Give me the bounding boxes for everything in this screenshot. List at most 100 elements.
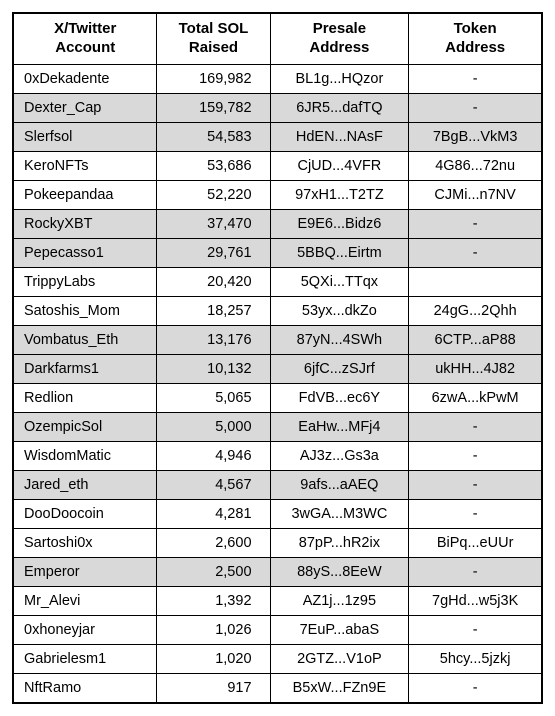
cell-token: 6CTP...aP88 <box>409 325 542 354</box>
cell-token: - <box>409 470 542 499</box>
table-row: Pepecasso129,7615BBQ...Eirtm- <box>13 238 542 267</box>
cell-account: Satoshis_Mom <box>13 296 157 325</box>
table-row: NftRamo917B5xW...FZn9E- <box>13 673 542 703</box>
cell-token: - <box>409 412 542 441</box>
cell-account: Darkfarms1 <box>13 354 157 383</box>
cell-sol: 917 <box>157 673 270 703</box>
cell-sol: 2,500 <box>157 557 270 586</box>
cell-presale: 9afs...aAEQ <box>270 470 409 499</box>
cell-sol: 5,000 <box>157 412 270 441</box>
cell-presale: 87yN...4SWh <box>270 325 409 354</box>
cell-presale: E9E6...Bidz6 <box>270 209 409 238</box>
cell-token: - <box>409 615 542 644</box>
table-row: Vombatus_Eth13,17687yN...4SWh6CTP...aP88 <box>13 325 542 354</box>
cell-sol: 1,020 <box>157 644 270 673</box>
table-row: WisdomMatic4,946AJ3z...Gs3a- <box>13 441 542 470</box>
cell-token: - <box>409 93 542 122</box>
cell-sol: 18,257 <box>157 296 270 325</box>
cell-presale: 5QXi...TTqx <box>270 267 409 296</box>
header-sol: Total SOLRaised <box>157 13 270 64</box>
cell-account: Pepecasso1 <box>13 238 157 267</box>
cell-sol: 10,132 <box>157 354 270 383</box>
cell-account: NftRamo <box>13 673 157 703</box>
cell-token: - <box>409 238 542 267</box>
cell-account: DooDoocoin <box>13 499 157 528</box>
cell-token: - <box>409 64 542 93</box>
cell-account: Vombatus_Eth <box>13 325 157 354</box>
table-row: Gabrielesm11,0202GTZ...V1oP5hcy...5jzkj <box>13 644 542 673</box>
sol-presale-table: X/TwitterAccount Total SOLRaised Presale… <box>12 12 543 704</box>
cell-token: 7gHd...w5j3K <box>409 586 542 615</box>
cell-account: Slerfsol <box>13 122 157 151</box>
table-row: Darkfarms110,1326jfC...zSJrfukHH...4J82 <box>13 354 542 383</box>
cell-presale: 2GTZ...V1oP <box>270 644 409 673</box>
table-row: Satoshis_Mom18,25753yx...dkZo24gG...2Qhh <box>13 296 542 325</box>
table-row: RockyXBT37,470E9E6...Bidz6- <box>13 209 542 238</box>
table-row: Jared_eth4,5679afs...aAEQ- <box>13 470 542 499</box>
cell-token: 5hcy...5jzkj <box>409 644 542 673</box>
cell-presale: 5BBQ...Eirtm <box>270 238 409 267</box>
cell-sol: 4,567 <box>157 470 270 499</box>
cell-account: OzempicSol <box>13 412 157 441</box>
cell-token: BiPq...eUUr <box>409 528 542 557</box>
cell-token <box>409 267 542 296</box>
cell-token: - <box>409 209 542 238</box>
cell-account: Gabrielesm1 <box>13 644 157 673</box>
table-row: KeroNFTs53,686CjUD...4VFR4G86...72nu <box>13 151 542 180</box>
table-row: DooDoocoin4,2813wGA...M3WC- <box>13 499 542 528</box>
cell-account: Pokeepandaa <box>13 180 157 209</box>
cell-presale: FdVB...ec6Y <box>270 383 409 412</box>
table-row: Sartoshi0x2,60087pP...hR2ixBiPq...eUUr <box>13 528 542 557</box>
cell-account: Redlion <box>13 383 157 412</box>
table-row: Pokeepandaa52,22097xH1...T2TZCJMi...n7NV <box>13 180 542 209</box>
cell-account: 0xhoneyjar <box>13 615 157 644</box>
table-row: TrippyLabs20,4205QXi...TTqx <box>13 267 542 296</box>
cell-sol: 37,470 <box>157 209 270 238</box>
cell-sol: 2,600 <box>157 528 270 557</box>
cell-presale: AZ1j...1z95 <box>270 586 409 615</box>
cell-sol: 1,392 <box>157 586 270 615</box>
cell-sol: 53,686 <box>157 151 270 180</box>
cell-token: ukHH...4J82 <box>409 354 542 383</box>
cell-account: 0xDekadente <box>13 64 157 93</box>
cell-account: Mr_Alevi <box>13 586 157 615</box>
cell-sol: 4,946 <box>157 441 270 470</box>
cell-token: - <box>409 441 542 470</box>
cell-account: Dexter_Cap <box>13 93 157 122</box>
cell-account: Emperor <box>13 557 157 586</box>
cell-token: 24gG...2Qhh <box>409 296 542 325</box>
cell-token: - <box>409 499 542 528</box>
table-header: X/TwitterAccount Total SOLRaised Presale… <box>13 13 542 64</box>
cell-sol: 159,782 <box>157 93 270 122</box>
table-row: Mr_Alevi1,392AZ1j...1z957gHd...w5j3K <box>13 586 542 615</box>
cell-presale: 6JR5...dafTQ <box>270 93 409 122</box>
table-row: 0xDekadente169,982BL1g...HQzor- <box>13 64 542 93</box>
table-row: OzempicSol5,000EaHw...MFj4- <box>13 412 542 441</box>
cell-sol: 54,583 <box>157 122 270 151</box>
header-token: TokenAddress <box>409 13 542 64</box>
cell-presale: B5xW...FZn9E <box>270 673 409 703</box>
table-row: 0xhoneyjar1,0267EuP...abaS- <box>13 615 542 644</box>
cell-sol: 5,065 <box>157 383 270 412</box>
cell-presale: 7EuP...abaS <box>270 615 409 644</box>
cell-sol: 29,761 <box>157 238 270 267</box>
cell-presale: EaHw...MFj4 <box>270 412 409 441</box>
cell-token: 4G86...72nu <box>409 151 542 180</box>
cell-token: - <box>409 673 542 703</box>
header-presale: PresaleAddress <box>270 13 409 64</box>
table-row: Emperor2,50088yS...8EeW- <box>13 557 542 586</box>
cell-account: WisdomMatic <box>13 441 157 470</box>
cell-account: Sartoshi0x <box>13 528 157 557</box>
cell-token: 7BgB...VkM3 <box>409 122 542 151</box>
cell-presale: 87pP...hR2ix <box>270 528 409 557</box>
cell-sol: 1,026 <box>157 615 270 644</box>
cell-presale: CjUD...4VFR <box>270 151 409 180</box>
cell-sol: 4,281 <box>157 499 270 528</box>
cell-presale: HdEN...NAsF <box>270 122 409 151</box>
table-row: Slerfsol54,583HdEN...NAsF7BgB...VkM3 <box>13 122 542 151</box>
cell-sol: 169,982 <box>157 64 270 93</box>
cell-presale: BL1g...HQzor <box>270 64 409 93</box>
cell-presale: 88yS...8EeW <box>270 557 409 586</box>
cell-presale: 6jfC...zSJrf <box>270 354 409 383</box>
table-body: 0xDekadente169,982BL1g...HQzor-Dexter_Ca… <box>13 64 542 703</box>
